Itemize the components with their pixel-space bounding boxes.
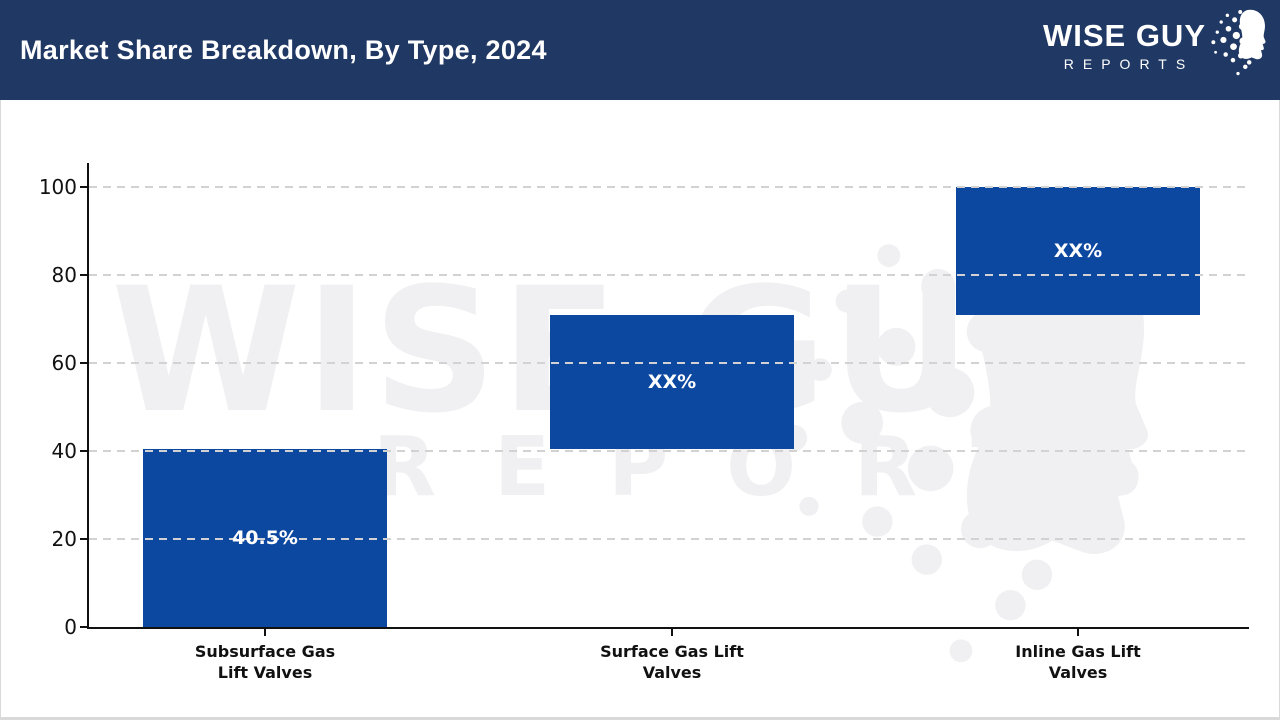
wiseguy-face-icon (1211, 9, 1266, 76)
plot-area: 0 20 40 60 80 100 40.5% XX% XX% Subsurface Gas Lif… (1, 100, 1279, 717)
gridline (89, 538, 1249, 540)
logo-wordmark: WISE GUY (1042, 18, 1206, 53)
gridline (89, 450, 1249, 452)
y-tick-label: 20 (51, 527, 77, 551)
y-tick-label: 0 (64, 615, 77, 639)
y-axis-line (87, 163, 89, 629)
bar-value-label: XX% (647, 370, 697, 393)
logo-text: WISE GUY REPORTS (1043, 18, 1206, 72)
x-tick-label: Surface Gas Lift Valves (512, 641, 832, 683)
wiseguy-logo: WISE GUY REPORTS (1043, 8, 1266, 82)
y-tick-label: 100 (38, 175, 77, 199)
bar (550, 314, 794, 449)
y-tick-mark (80, 450, 87, 452)
x-tick-label-line: Lift Valves (217, 663, 313, 682)
y-tick-mark (80, 186, 87, 188)
gridline (89, 362, 1249, 364)
x-tick-label: Subsurface Gas Lift Valves (105, 641, 425, 683)
gridline (89, 274, 1249, 276)
plot-region: WISE GUY REPORTS 0 20 40 60 80 100 40.5% XX% XX%… (0, 100, 1280, 720)
x-tick-label-line: Surface Gas Lift (600, 642, 744, 661)
bar-value-label: XX% (1053, 239, 1103, 262)
bar-value-label: 40.5% (232, 526, 298, 549)
y-tick-label: 80 (51, 263, 77, 287)
bar (143, 448, 387, 627)
logo-subtext: REPORTS (1063, 56, 1195, 72)
x-tick-mark (264, 629, 266, 636)
x-tick-label-line: Valves (1048, 663, 1108, 682)
header-bar: Market Share Breakdown, By Type, 2024 WI… (0, 0, 1280, 100)
x-axis-line (87, 627, 1249, 629)
bar (956, 187, 1200, 315)
x-tick-mark (671, 629, 673, 636)
y-tick-mark (80, 538, 87, 540)
y-tick-mark (80, 626, 87, 628)
gridline (89, 186, 1249, 188)
y-tick-mark (80, 362, 87, 364)
y-tick-label: 60 (51, 351, 77, 375)
x-tick-mark (1077, 629, 1079, 636)
x-tick-label-line: Inline Gas Lift (1015, 642, 1141, 661)
chart-title: Market Share Breakdown, By Type, 2024 (20, 35, 547, 65)
x-tick-label-line: Subsurface Gas (194, 642, 336, 661)
x-tick-label-line: Valves (642, 663, 702, 682)
x-tick-label: Inline Gas Lift Valves (918, 641, 1238, 683)
y-tick-label: 40 (51, 439, 77, 463)
y-tick-mark (80, 274, 87, 276)
